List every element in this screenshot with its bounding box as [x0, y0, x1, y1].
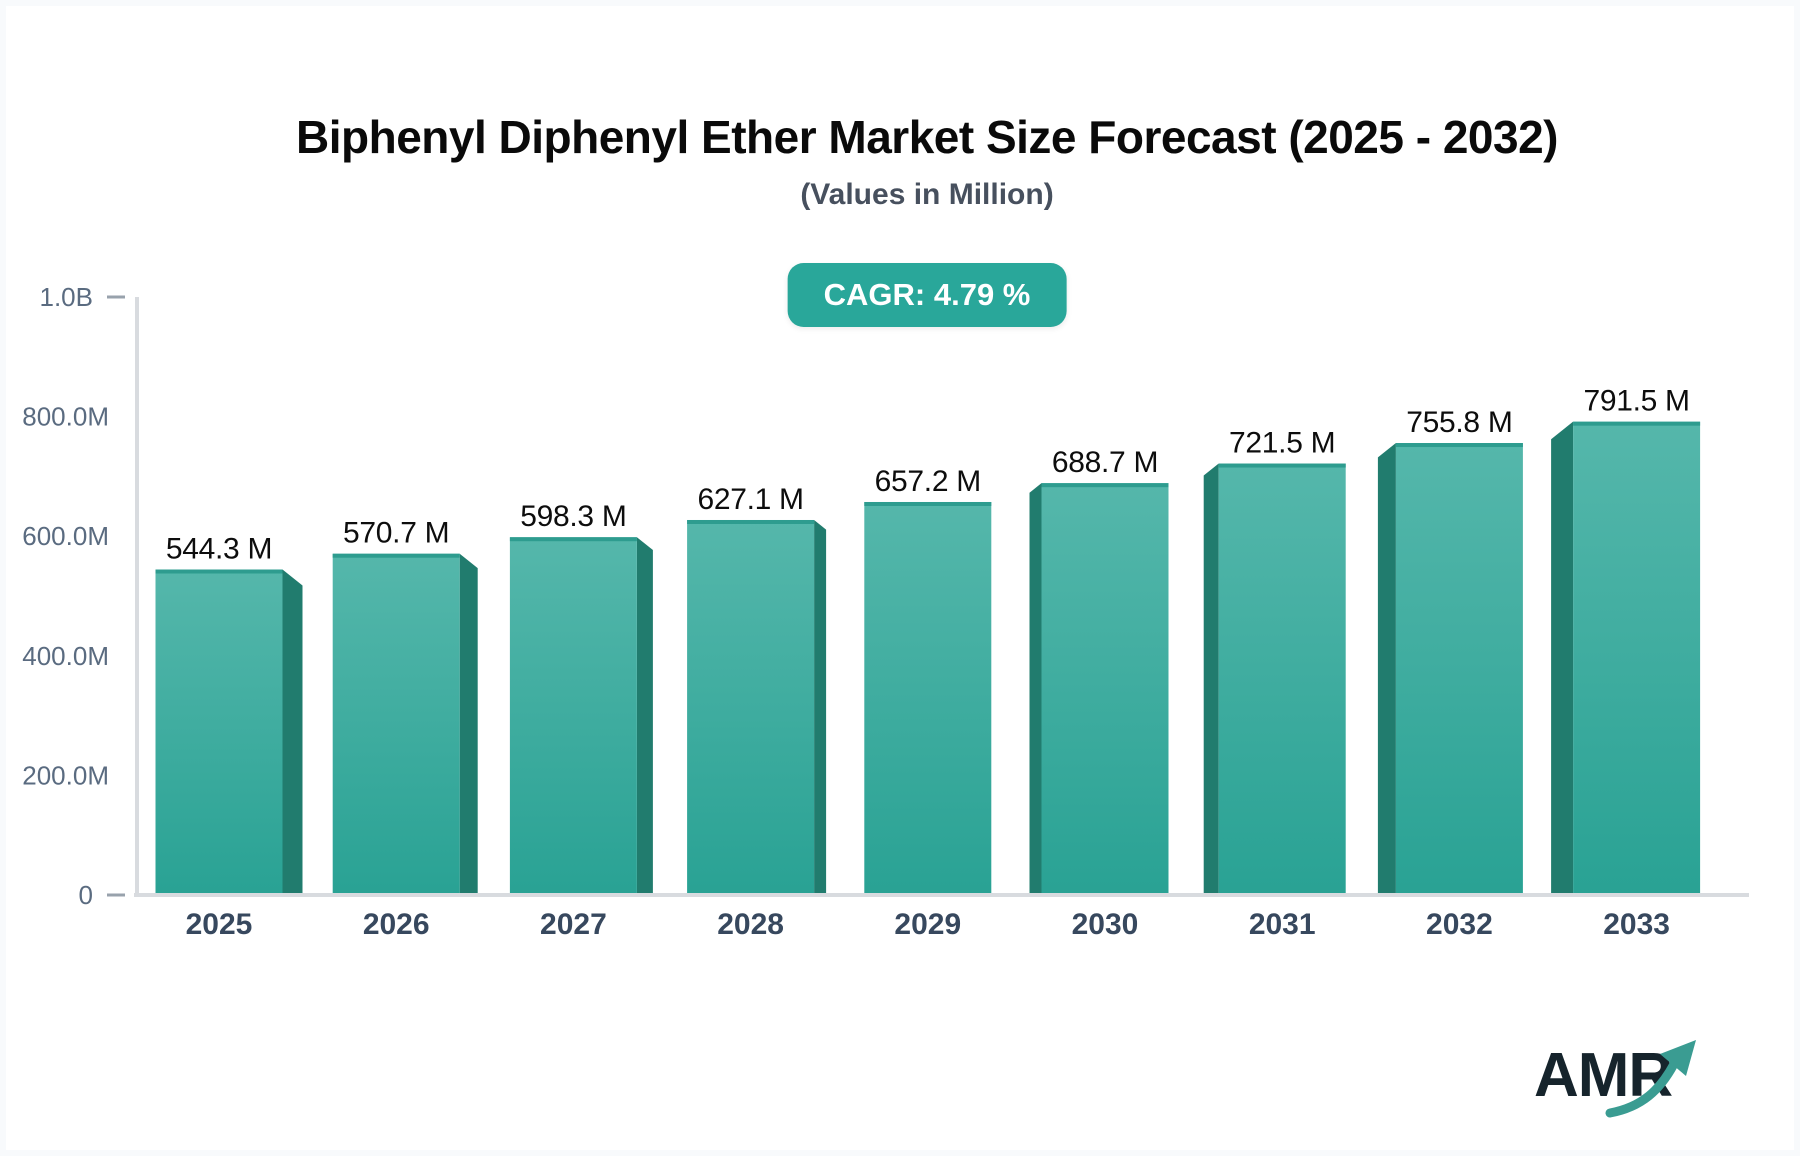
bar-side — [282, 569, 303, 895]
bar-side — [1029, 483, 1042, 895]
x-axis-label-2032: 2032 — [1426, 908, 1493, 941]
cagr-badge: CAGR: 4.79 % — [787, 263, 1067, 327]
page-title: Biphenyl Diphenyl Ether Market Size Fore… — [295, 111, 1559, 163]
bar-chart[interactable]: 0 200.0M 400.0M 600.0M 800.0M 1.0B 544.3 M 570.… — [6, 6, 1800, 1156]
bar-2027[interactable]: 598.3 M — [509, 500, 653, 895]
bar-2025[interactable]: 544.3 M — [155, 533, 303, 895]
logo-text: AMR — [1534, 1041, 1672, 1110]
bar-2031[interactable]: 721.5 M — [1203, 427, 1346, 895]
bar-value-label: 688.7 M — [1052, 446, 1158, 479]
bar-side — [1377, 443, 1396, 895]
page-subtitle: (Values in Million) — [800, 178, 1054, 211]
bar-value-label: 791.5 M — [1583, 385, 1689, 418]
bar-face — [509, 537, 637, 895]
y-axis-label: 600.0M — [22, 521, 109, 551]
y-axis-label: 200.0M — [22, 760, 109, 790]
x-axis-origin-tick — [107, 893, 125, 897]
bar-face — [1218, 463, 1346, 895]
bar-face — [332, 553, 460, 895]
bar-side — [1551, 421, 1574, 895]
bar-side — [814, 519, 827, 895]
bar-value-label: 598.3 M — [520, 500, 626, 533]
bar-top-edge — [864, 501, 992, 506]
bar-2028[interactable]: 627.1 M — [687, 483, 827, 895]
x-axis-label-2025: 2025 — [186, 908, 253, 941]
bar-face — [1041, 483, 1169, 895]
bar-value-label: 657.2 M — [875, 465, 981, 498]
bar-top-edge — [1041, 483, 1169, 488]
x-axis-label-2029: 2029 — [894, 908, 961, 941]
y-axis-tick — [107, 295, 125, 299]
bar-top-edge — [332, 553, 460, 558]
x-axis-label-2031: 2031 — [1249, 908, 1316, 941]
bar-face — [1573, 421, 1701, 895]
bar-face — [687, 519, 815, 895]
bar-2033[interactable]: 791.5 M — [1551, 385, 1701, 895]
bar-2029[interactable]: 657.2 M — [864, 465, 992, 895]
bar-top-edge — [1395, 443, 1523, 448]
y-axis-label: 800.0M — [22, 402, 109, 432]
bar-top-edge — [1573, 421, 1701, 426]
bar-value-label: 755.8 M — [1406, 406, 1512, 439]
bar-top-edge — [155, 569, 283, 574]
bar-2032[interactable]: 755.8 M — [1377, 406, 1523, 895]
bar-face — [155, 569, 283, 895]
logo-arrow-icon — [1605, 1040, 1696, 1118]
x-axis-label-2027: 2027 — [540, 908, 607, 941]
bar-side — [459, 553, 478, 895]
bar-face — [864, 501, 992, 895]
bar-face — [1395, 443, 1523, 895]
y-axis-label: 1.0B — [40, 282, 94, 312]
bar-2030[interactable]: 688.7 M — [1029, 446, 1169, 895]
bar-2026[interactable]: 570.7 M — [332, 517, 478, 895]
bar-value-label: 570.7 M — [343, 517, 449, 550]
bar-top-edge — [509, 537, 637, 542]
amr-logo: AMR — [1534, 1040, 1696, 1118]
x-axis-label-2030: 2030 — [1072, 908, 1139, 941]
bar-top-edge — [687, 519, 815, 524]
y-axis-label: 400.0M — [22, 641, 109, 671]
x-axis-label-2026: 2026 — [363, 908, 430, 941]
bar-value-label: 627.1 M — [697, 483, 803, 516]
bar-value-label: 544.3 M — [166, 533, 272, 566]
bar-side — [1203, 463, 1219, 895]
bar-side — [636, 537, 653, 895]
bar-value-label: 721.5 M — [1229, 427, 1335, 460]
bar-top-edge — [1218, 463, 1346, 468]
x-axis-label-2028: 2028 — [717, 908, 784, 941]
x-axis-label-2033: 2033 — [1603, 908, 1670, 941]
y-axis-label: 0 — [79, 880, 93, 910]
